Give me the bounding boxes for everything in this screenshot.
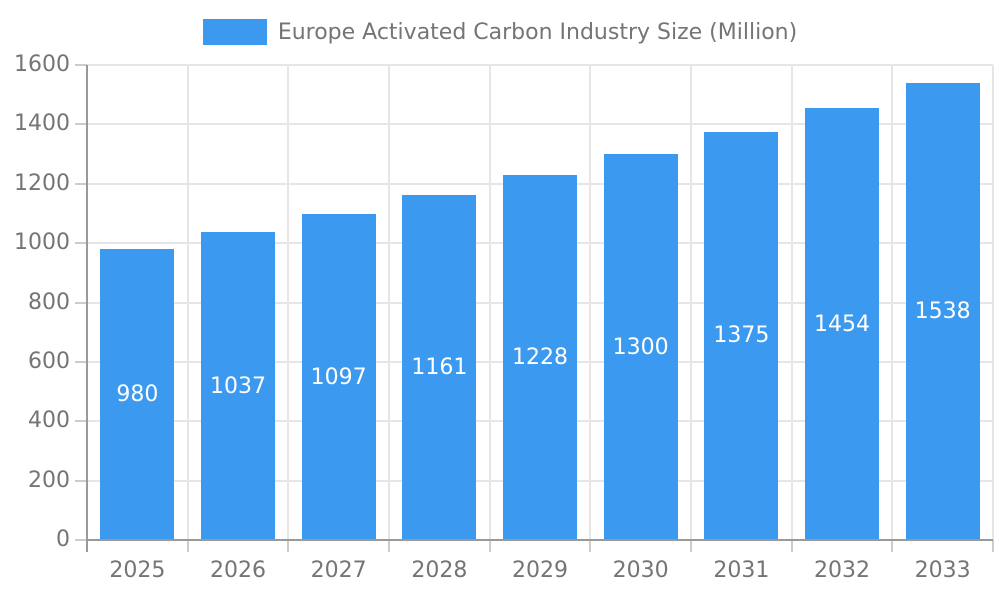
bar-2028[interactable]: 1161 (402, 195, 477, 540)
x-axis-tick (992, 540, 994, 552)
bar-value-label: 1454 (814, 311, 870, 337)
x-axis-tick (388, 540, 390, 552)
x-gridline (388, 65, 390, 540)
x-axis-category-label: 2026 (209, 558, 266, 583)
x-gridline (589, 65, 592, 540)
y-axis-tick-label: 600 (28, 348, 70, 374)
legend-swatch (202, 19, 267, 45)
y-axis-tick (75, 301, 87, 304)
bar-value-label: 1161 (411, 355, 468, 381)
bar-2027[interactable]: 1097 (301, 214, 376, 540)
x-gridline (287, 65, 290, 540)
x-axis-tick (690, 540, 692, 552)
bar-value-label: 1037 (210, 373, 266, 399)
bar-value-label: 1228 (512, 345, 568, 371)
bar-value-label: 1300 (612, 334, 669, 360)
x-axis-tick (488, 540, 491, 552)
x-axis-category-label: 2025 (109, 558, 166, 583)
x-axis-category-label: 2033 (914, 558, 971, 583)
y-gridline (87, 123, 993, 126)
x-axis-category-label: 2032 (813, 558, 870, 583)
legend-label: Europe Activated Carbon Industry Size (M… (277, 19, 798, 45)
legend-item[interactable]: Europe Activated Carbon Industry Size (M… (0, 16, 1000, 48)
y-axis-tick-label: 0 (56, 527, 70, 552)
y-axis-tick (75, 420, 87, 423)
y-axis-tick (75, 539, 87, 541)
x-gridline (690, 65, 692, 540)
bar-value-label: 1375 (713, 323, 770, 349)
y-axis-line (86, 65, 88, 552)
y-axis-tick-label: 200 (28, 467, 70, 493)
y-axis-tick (75, 360, 87, 363)
x-axis-tick (891, 540, 894, 552)
bar-2026[interactable]: 1037 (201, 232, 275, 540)
y-axis-tick (75, 182, 87, 185)
y-gridline (87, 64, 993, 66)
bar-2025[interactable]: 980 (100, 249, 175, 540)
y-axis-tick (75, 123, 87, 126)
y-axis-tick-label: 400 (28, 408, 70, 434)
x-axis-line (87, 539, 993, 541)
bar-value-label: 1097 (310, 364, 367, 390)
x-axis-tick (186, 540, 189, 552)
y-axis-tick (75, 242, 87, 245)
y-axis-tick-label: 800 (28, 289, 70, 315)
bar-2030[interactable]: 1300 (603, 154, 678, 540)
x-gridline (186, 65, 189, 540)
y-axis-tick-label: 1400 (14, 111, 70, 137)
x-axis-category-label: 2031 (713, 558, 770, 583)
bar-2031[interactable]: 1375 (704, 131, 779, 540)
y-axis-tick (75, 479, 87, 482)
bar-value-label: 1538 (914, 299, 971, 325)
x-axis-tick (790, 540, 793, 552)
y-axis-tick-label: 1000 (14, 230, 70, 256)
bar-2033[interactable]: 1538 (905, 83, 980, 540)
bar-value-label: 980 (116, 382, 159, 408)
x-gridline (790, 65, 793, 540)
x-axis-category-label: 2030 (612, 558, 669, 583)
x-gridline (891, 65, 894, 540)
x-gridline (992, 65, 994, 540)
x-gridline (488, 65, 491, 540)
bar-2032[interactable]: 1454 (805, 108, 879, 540)
y-axis-tick-label: 1600 (14, 52, 70, 77)
y-axis-tick (75, 64, 87, 66)
bar-2029[interactable]: 1228 (503, 175, 577, 540)
x-axis-tick (589, 540, 592, 552)
x-axis-category-label: 2029 (511, 558, 568, 583)
x-axis-category-label: 2027 (310, 558, 367, 583)
y-axis-tick-label: 1200 (14, 170, 70, 196)
x-axis-category-label: 2028 (411, 558, 468, 583)
x-axis-tick (287, 540, 290, 552)
